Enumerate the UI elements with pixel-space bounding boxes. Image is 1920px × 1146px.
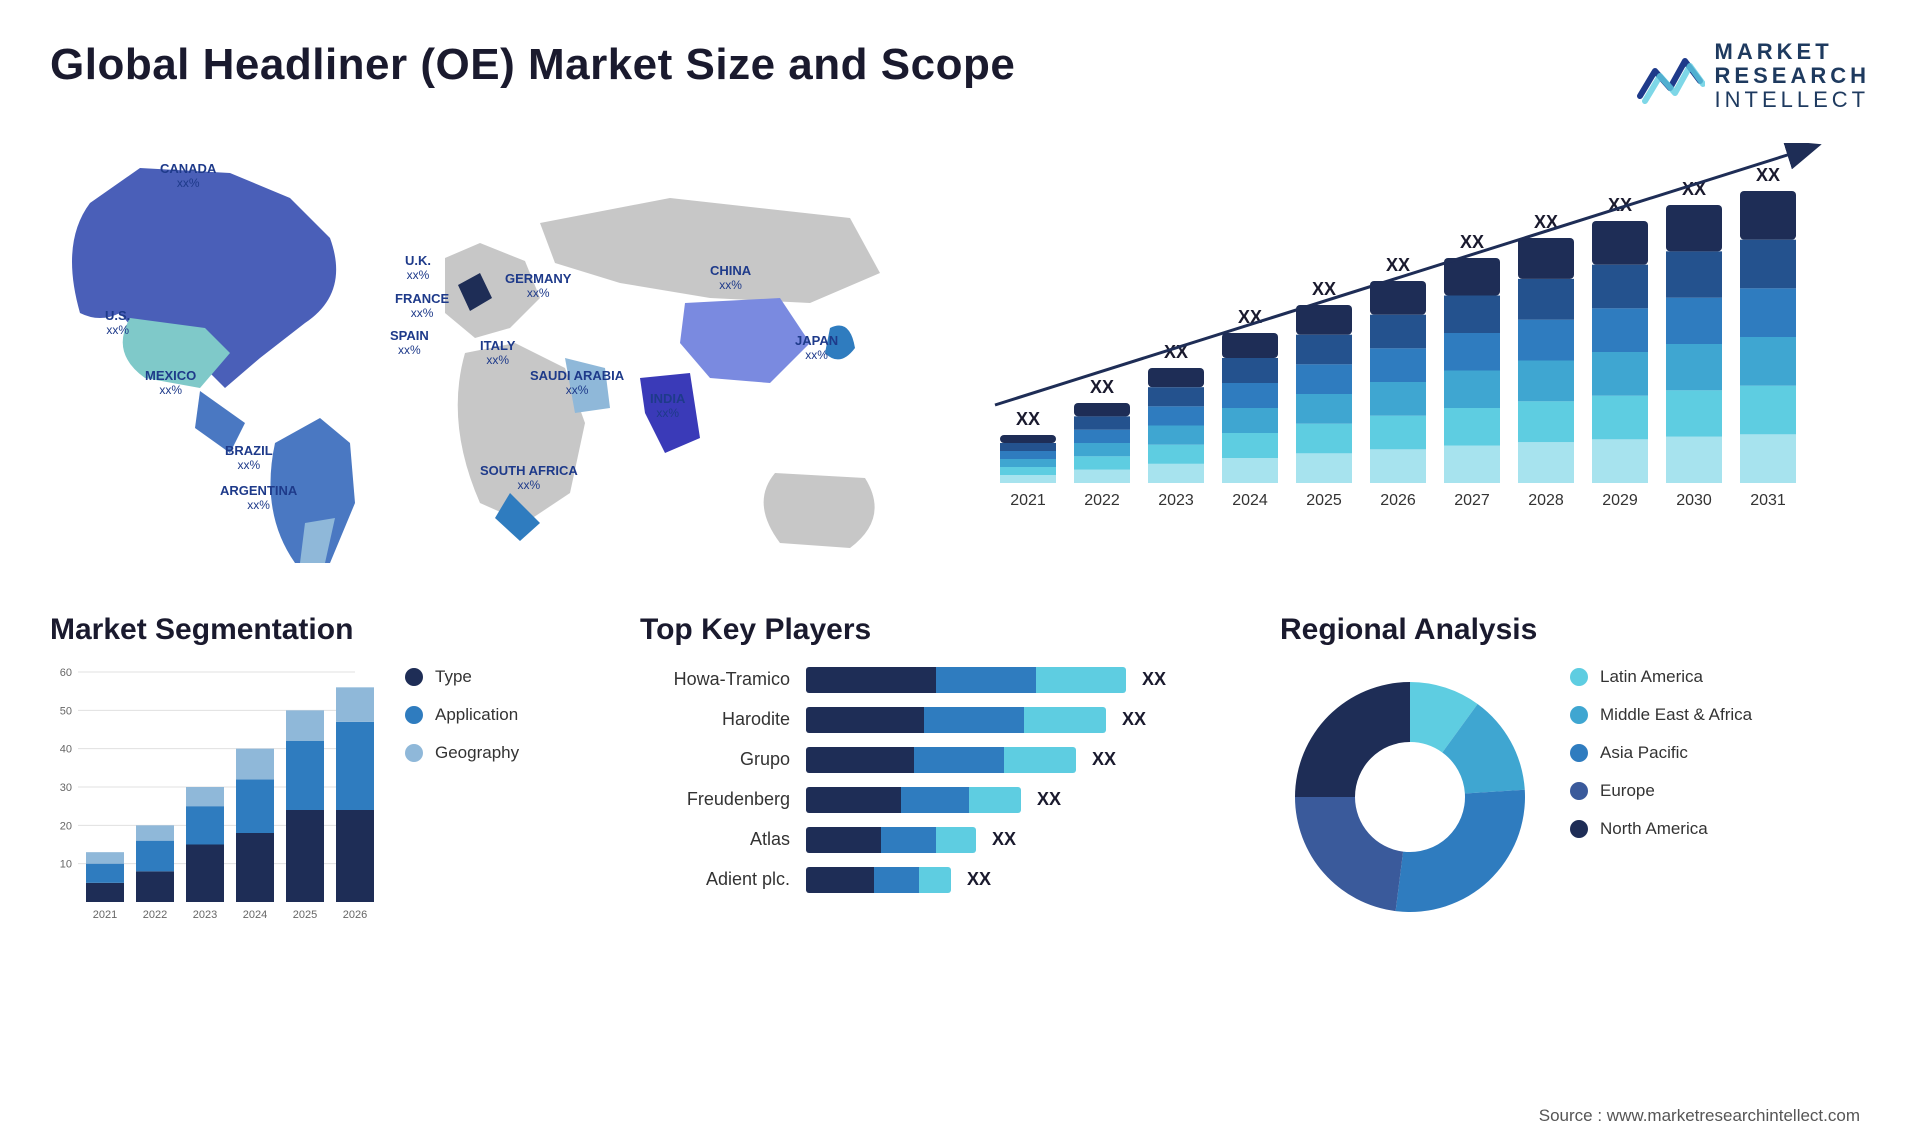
growth-chart-panel: XX2021XX2022XX2023XX2024XX2025XX2026XX20…	[970, 143, 1870, 563]
player-name: Freudenberg	[640, 789, 790, 810]
page-title: Global Headliner (OE) Market Size and Sc…	[50, 40, 1015, 90]
regional-donut	[1280, 667, 1540, 927]
map-label: ARGENTINAxx%	[220, 483, 297, 513]
svg-text:2023: 2023	[1158, 492, 1194, 509]
player-value: XX	[967, 869, 991, 890]
player-value: XX	[1037, 789, 1061, 810]
svg-text:2023: 2023	[193, 909, 217, 921]
regional-title: Regional Analysis	[1280, 613, 1870, 647]
map-label: ITALYxx%	[480, 338, 515, 368]
svg-text:50: 50	[60, 705, 72, 717]
segmentation-chart: 10 20 30 40 50 60 2021 2022 2023 2024 2025 2026	[50, 667, 380, 927]
svg-text:2021: 2021	[93, 909, 117, 921]
player-name: Harodite	[640, 709, 790, 730]
regional-panel: Regional Analysis Latin America Middle Ea…	[1280, 613, 1870, 927]
map-label: JAPANxx%	[795, 333, 838, 363]
player-name: Howa-Tramico	[640, 669, 790, 690]
player-value: XX	[1122, 709, 1146, 730]
map-label: MEXICOxx%	[145, 368, 196, 398]
svg-text:2030: 2030	[1676, 492, 1712, 509]
players-list: Howa-TramicoXXHaroditeXXGrupoXXFreudenbe…	[640, 667, 1230, 893]
player-name: Grupo	[640, 749, 790, 770]
svg-text:2024: 2024	[1232, 492, 1268, 509]
player-row: Grupo XX	[640, 747, 1230, 773]
map-label: SOUTH AFRICAxx%	[480, 463, 578, 493]
svg-text:2026: 2026	[343, 909, 367, 921]
map-label: BRAZILxx%	[225, 443, 273, 473]
player-value: XX	[992, 829, 1016, 850]
world-map-panel: CANADAxx% U.S.xx% MEXICOxx% BRAZILxx% ARGENT…	[50, 143, 930, 563]
map-label: SAUDI ARABIAxx%	[530, 368, 624, 398]
segmentation-panel: Market Segmentation 10 20 30 40 50 60 2021 2022…	[50, 613, 590, 927]
svg-text:XX: XX	[1386, 255, 1410, 275]
player-bar	[806, 787, 1021, 813]
legend-item: Middle East & Africa	[1570, 705, 1752, 725]
svg-text:60: 60	[60, 667, 72, 679]
svg-text:30: 30	[60, 782, 72, 794]
legend-item: Asia Pacific	[1570, 743, 1752, 763]
svg-text:2024: 2024	[243, 909, 267, 921]
players-panel: Top Key Players Howa-Tramico XX Harodite XX…	[640, 613, 1230, 927]
regional-legend: Latin America Middle East & Africa Asia Pa…	[1570, 667, 1752, 839]
player-name: Adient plc.	[640, 869, 790, 890]
player-row: Freudenberg XX	[640, 787, 1230, 813]
map-label: U.S.xx%	[105, 308, 130, 338]
map-label: CHINAxx%	[710, 263, 751, 293]
svg-text:XX: XX	[1090, 377, 1114, 397]
legend-item: Geography	[405, 743, 519, 763]
legend-item: Type	[405, 667, 519, 687]
player-bar	[806, 667, 1126, 693]
player-value: XX	[1142, 669, 1166, 690]
map-label: SPAINxx%	[390, 328, 429, 358]
brand-logo: MARKET RESEARCH INTELLECT	[1635, 40, 1870, 113]
player-row: Harodite XX	[640, 707, 1230, 733]
players-title: Top Key Players	[640, 613, 1230, 647]
legend-item: Application	[405, 705, 519, 725]
svg-text:2028: 2028	[1528, 492, 1564, 509]
player-bar	[806, 827, 976, 853]
map-label: CANADAxx%	[160, 161, 216, 191]
player-bar	[806, 707, 1106, 733]
bottom-row: Market Segmentation 10 20 30 40 50 60 2021 2022…	[50, 613, 1870, 927]
top-row: CANADAxx% U.S.xx% MEXICOxx% BRAZILxx% ARGENT…	[50, 143, 1870, 563]
player-row: Adient plc. XX	[640, 867, 1230, 893]
svg-text:2022: 2022	[1084, 492, 1120, 509]
svg-text:2026: 2026	[1380, 492, 1416, 509]
svg-text:XX: XX	[1756, 165, 1780, 185]
svg-text:10: 10	[60, 858, 72, 870]
legend-item: Europe	[1570, 781, 1752, 801]
legend-item: North America	[1570, 819, 1752, 839]
growth-stacked-bar: XX2021XX2022XX2023XX2024XX2025XX2026XX20…	[970, 143, 1850, 563]
svg-text:2025: 2025	[1306, 492, 1342, 509]
map-label: GERMANYxx%	[505, 271, 571, 301]
logo-icon	[1635, 46, 1705, 106]
legend-item: Latin America	[1570, 667, 1752, 687]
map-label: INDIAxx%	[650, 391, 685, 421]
svg-text:XX: XX	[1016, 409, 1040, 429]
map-label: U.K.xx%	[405, 253, 431, 283]
map-label: FRANCExx%	[395, 291, 449, 321]
svg-text:2031: 2031	[1750, 492, 1786, 509]
svg-text:2022: 2022	[143, 909, 167, 921]
player-bar	[806, 867, 951, 893]
segmentation-title: Market Segmentation	[50, 613, 590, 647]
header: Global Headliner (OE) Market Size and Sc…	[50, 40, 1870, 113]
segmentation-legend: Type Application Geography	[405, 667, 519, 763]
source-attribution: Source : www.marketresearchintellect.com	[1539, 1106, 1860, 1126]
logo-text: MARKET RESEARCH INTELLECT	[1715, 40, 1870, 113]
svg-text:20: 20	[60, 820, 72, 832]
svg-text:XX: XX	[1460, 232, 1484, 252]
svg-text:2025: 2025	[293, 909, 317, 921]
player-name: Atlas	[640, 829, 790, 850]
player-bar	[806, 747, 1076, 773]
svg-text:40: 40	[60, 743, 72, 755]
svg-text:2029: 2029	[1602, 492, 1638, 509]
svg-text:XX: XX	[1312, 279, 1336, 299]
svg-text:2027: 2027	[1454, 492, 1490, 509]
player-row: Atlas XX	[640, 827, 1230, 853]
player-row: Howa-Tramico XX	[640, 667, 1230, 693]
svg-text:2021: 2021	[1010, 492, 1046, 509]
player-value: XX	[1092, 749, 1116, 770]
